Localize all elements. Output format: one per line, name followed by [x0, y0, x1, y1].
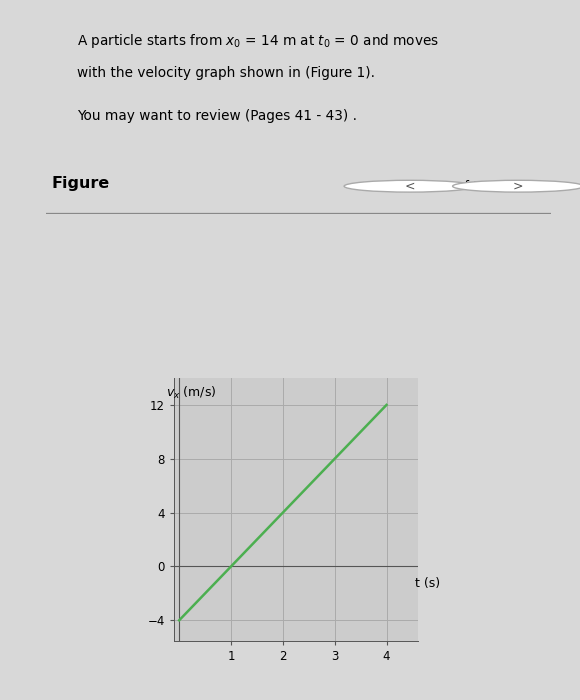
Text: t (s): t (s) — [415, 578, 440, 590]
Circle shape — [344, 181, 476, 192]
Circle shape — [452, 181, 580, 192]
Text: <: < — [404, 180, 415, 193]
Text: >: > — [513, 180, 524, 193]
Text: $v_x$ (m/s): $v_x$ (m/s) — [166, 385, 217, 401]
Text: with the velocity graph shown in (Figure 1).: with the velocity graph shown in (Figure… — [77, 66, 375, 80]
Text: A particle starts from $x_0$ = 14 m at $t_0$ = 0 and moves: A particle starts from $x_0$ = 14 m at $… — [77, 32, 440, 50]
Text: You may want to review (Pages 41 - 43) .: You may want to review (Pages 41 - 43) . — [77, 109, 357, 123]
Text: Figure: Figure — [52, 176, 110, 191]
Text: 1 of 1: 1 of 1 — [445, 180, 481, 193]
